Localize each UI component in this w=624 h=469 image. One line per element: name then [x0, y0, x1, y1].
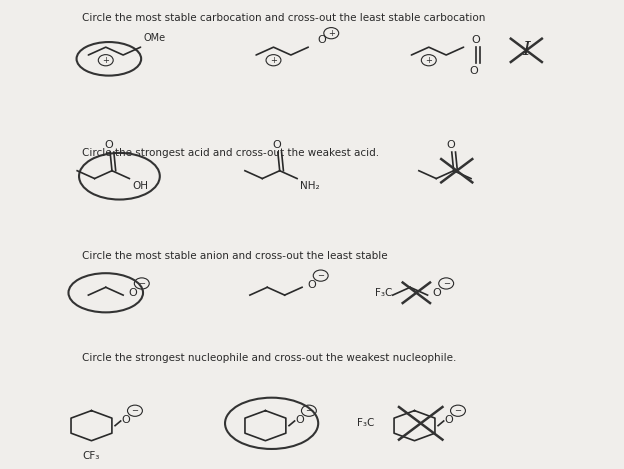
Text: O: O — [128, 288, 137, 298]
Text: I: I — [522, 41, 530, 60]
Text: +: + — [328, 29, 334, 38]
Text: −: − — [442, 279, 450, 288]
Text: OMe: OMe — [144, 32, 166, 43]
Text: F₃C: F₃C — [357, 418, 374, 428]
Text: +: + — [426, 56, 432, 65]
Text: F₃C: F₃C — [376, 288, 392, 298]
Text: Circle the most stable anion and cross-out the least stable: Circle the most stable anion and cross-o… — [82, 251, 388, 261]
Text: NH₂: NH₂ — [300, 181, 320, 191]
Text: Circle the most stable carbocation and cross-out the least stable carbocation: Circle the most stable carbocation and c… — [82, 13, 485, 23]
Text: O: O — [307, 280, 316, 290]
Text: −: − — [139, 279, 145, 288]
Text: O: O — [432, 288, 441, 298]
Text: O: O — [295, 415, 304, 424]
Text: CF₃: CF₃ — [83, 451, 100, 461]
Text: O: O — [446, 140, 455, 150]
Text: Circle the strongest nucleophile and cross-out the weakest nucleophile.: Circle the strongest nucleophile and cro… — [82, 353, 457, 363]
Text: O: O — [471, 35, 480, 45]
Text: −: − — [132, 406, 139, 415]
Text: O: O — [470, 66, 479, 76]
Text: +: + — [270, 56, 277, 65]
Text: +: + — [102, 56, 109, 65]
Text: OH: OH — [132, 181, 149, 191]
Text: −: − — [454, 406, 462, 415]
Text: O: O — [272, 140, 281, 150]
Text: Circle the strongest acid and cross-out the weakest acid.: Circle the strongest acid and cross-out … — [82, 148, 379, 158]
Text: −: − — [317, 271, 324, 280]
Text: O: O — [318, 35, 326, 45]
Text: O: O — [444, 415, 453, 424]
Text: −: − — [305, 406, 313, 415]
Text: O: O — [104, 140, 113, 150]
Text: O: O — [121, 415, 130, 424]
